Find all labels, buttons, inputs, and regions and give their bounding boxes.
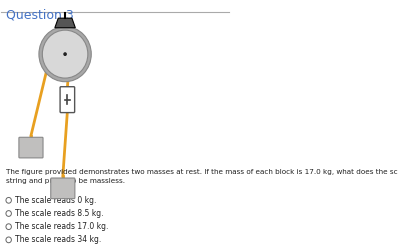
FancyBboxPatch shape <box>19 137 43 158</box>
Text: The scale reads 34 kg.: The scale reads 34 kg. <box>15 235 101 244</box>
Circle shape <box>42 30 88 78</box>
Polygon shape <box>55 18 75 28</box>
Text: The scale reads 0 kg.: The scale reads 0 kg. <box>15 196 96 205</box>
Circle shape <box>6 224 12 230</box>
FancyBboxPatch shape <box>60 87 75 113</box>
Circle shape <box>6 198 12 203</box>
Text: The scale reads 17.0 kg.: The scale reads 17.0 kg. <box>15 222 108 231</box>
Circle shape <box>6 237 12 243</box>
Text: The figure provided demonstrates two masses at rest. If the mass of each block i: The figure provided demonstrates two mas… <box>6 169 398 184</box>
Text: The scale reads 8.5 kg.: The scale reads 8.5 kg. <box>15 209 103 218</box>
FancyBboxPatch shape <box>51 178 75 199</box>
Text: Question 3: Question 3 <box>6 9 74 22</box>
Circle shape <box>63 52 67 56</box>
Circle shape <box>6 211 12 216</box>
Circle shape <box>39 27 91 82</box>
